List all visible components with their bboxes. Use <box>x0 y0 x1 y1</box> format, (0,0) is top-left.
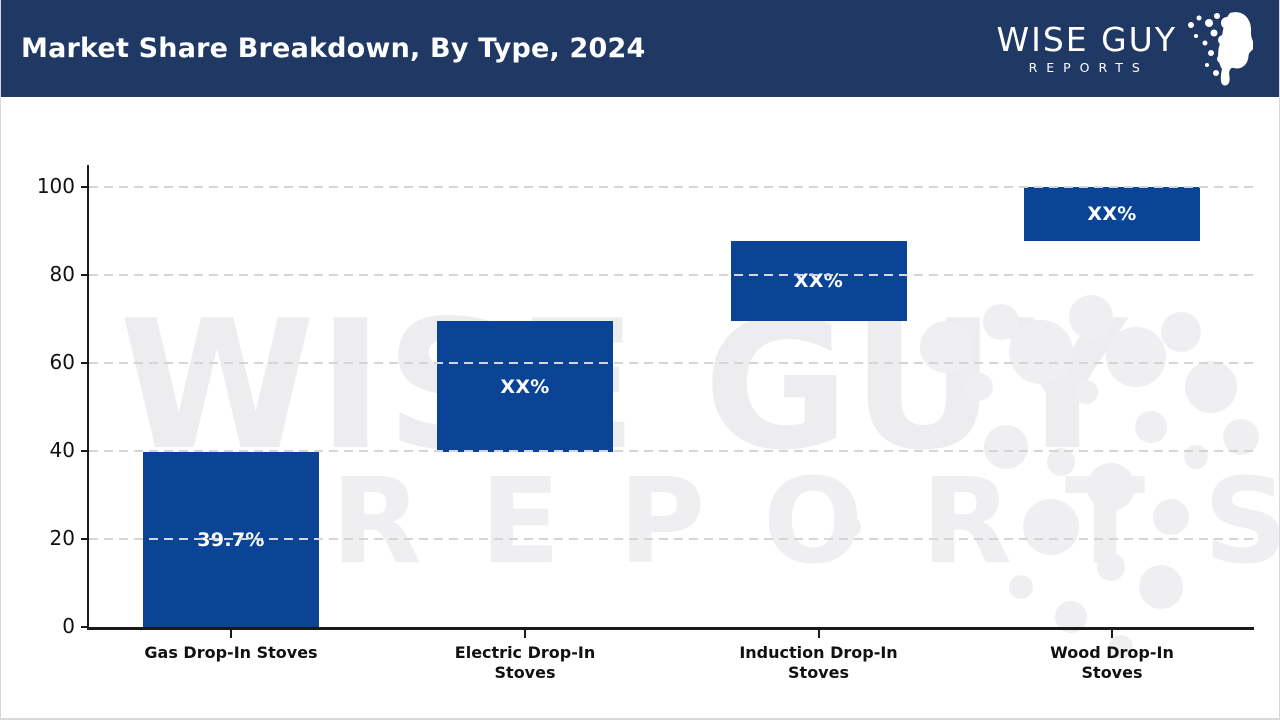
y-tick-mark <box>81 274 89 276</box>
y-tick-label: 40 <box>49 438 75 462</box>
gridline <box>89 274 1254 276</box>
y-tick-mark <box>81 626 89 628</box>
x-category-label-line: Induction Drop-In <box>739 643 898 662</box>
x-category-label: Gas Drop-In Stoves <box>91 643 371 663</box>
watermark-face-icon <box>851 295 1259 659</box>
y-tick-label: 0 <box>62 614 75 638</box>
chart-area: WISE GUY REPORTS 39.7% XX% XX% XX% 0 20 40 60 80… <box>1 97 1279 718</box>
x-category-label: Electric Drop-In Stoves <box>385 643 665 684</box>
x-category-label-line: Stoves <box>494 663 556 683</box>
wiseguy-face-icon <box>1188 11 1253 85</box>
y-tick-mark <box>81 450 89 452</box>
y-tick-mark <box>81 186 89 188</box>
y-tick-mark <box>81 362 89 364</box>
x-category-label-line: Stoves <box>788 663 849 683</box>
x-tick-mark <box>1111 630 1113 638</box>
gridline <box>89 450 1254 452</box>
x-category-label-line: Stoves <box>1081 663 1143 683</box>
bar: XX% <box>1024 187 1200 242</box>
y-tick-label: 20 <box>49 526 75 550</box>
header-bar: Market Share Breakdown, By Type, 2024 WI… <box>1 0 1279 97</box>
x-category-label-line: Electric Drop-In <box>454 643 596 662</box>
x-category-label: Wood Drop-In Stoves <box>972 643 1252 684</box>
y-tick-label: 60 <box>49 350 75 374</box>
y-tick-label: 80 <box>49 262 75 286</box>
bar: XX% <box>437 320 613 453</box>
logo-subtitle: REPORTS <box>1028 59 1149 75</box>
y-axis-spine <box>87 165 89 629</box>
gridline <box>89 362 1254 364</box>
x-category-label: Induction Drop-In Stoves <box>679 643 959 684</box>
x-tick-mark <box>524 630 526 638</box>
x-category-label-line: Gas Drop-In Stoves <box>144 643 318 662</box>
bar: XX% <box>730 241 907 321</box>
gridline <box>89 538 1254 540</box>
y-tick-mark <box>81 538 89 540</box>
bar-value-label: XX% <box>1087 203 1137 226</box>
bar-value-label: XX% <box>500 375 550 398</box>
logo-wordmark: WISE GUY <box>996 19 1177 59</box>
x-category-label-line: Wood Drop-In <box>1050 643 1174 662</box>
chart-title: Market Share Breakdown, By Type, 2024 <box>21 33 646 64</box>
wiseguy-logo-text: WISE GUY REPORTS <box>996 23 1177 75</box>
gridline <box>89 186 1254 188</box>
x-axis-spine <box>87 627 1254 630</box>
y-tick-label: 100 <box>36 174 75 198</box>
x-tick-mark <box>230 630 232 638</box>
wiseguy-logo: WISE GUY REPORTS <box>996 9 1253 89</box>
x-tick-mark <box>817 630 820 638</box>
